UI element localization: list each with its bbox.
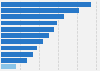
Bar bbox=[0, 46, 37, 50]
Bar bbox=[0, 2, 91, 7]
Bar bbox=[0, 58, 27, 63]
Bar bbox=[0, 39, 43, 44]
Bar bbox=[0, 21, 57, 25]
Bar bbox=[0, 27, 54, 32]
Bar bbox=[0, 33, 49, 38]
Bar bbox=[0, 52, 33, 57]
Bar bbox=[0, 64, 16, 69]
Bar bbox=[0, 8, 79, 13]
Bar bbox=[0, 14, 64, 19]
